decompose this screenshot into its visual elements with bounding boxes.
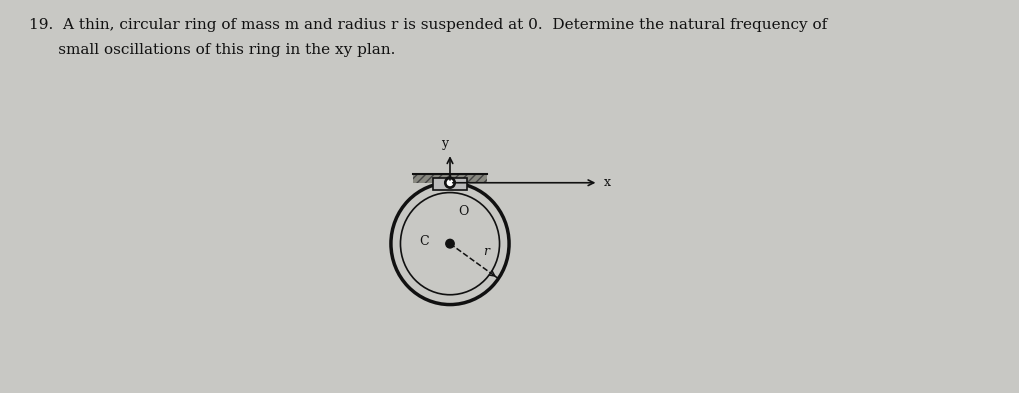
Text: O: O (458, 205, 468, 218)
Text: r: r (482, 245, 488, 259)
Text: small oscillations of this ring in the xy plan.: small oscillations of this ring in the x… (30, 43, 395, 57)
Circle shape (445, 239, 453, 248)
Text: 19.  A thin, circular ring of mass m and radius r is suspended at 0.  Determine : 19. A thin, circular ring of mass m and … (30, 18, 826, 32)
Circle shape (444, 177, 454, 188)
Bar (413, 174, 487, 183)
Text: x: x (603, 176, 610, 189)
Bar (433, 178, 467, 190)
Text: y: y (440, 137, 447, 150)
Text: C: C (419, 235, 428, 248)
Circle shape (447, 180, 452, 185)
